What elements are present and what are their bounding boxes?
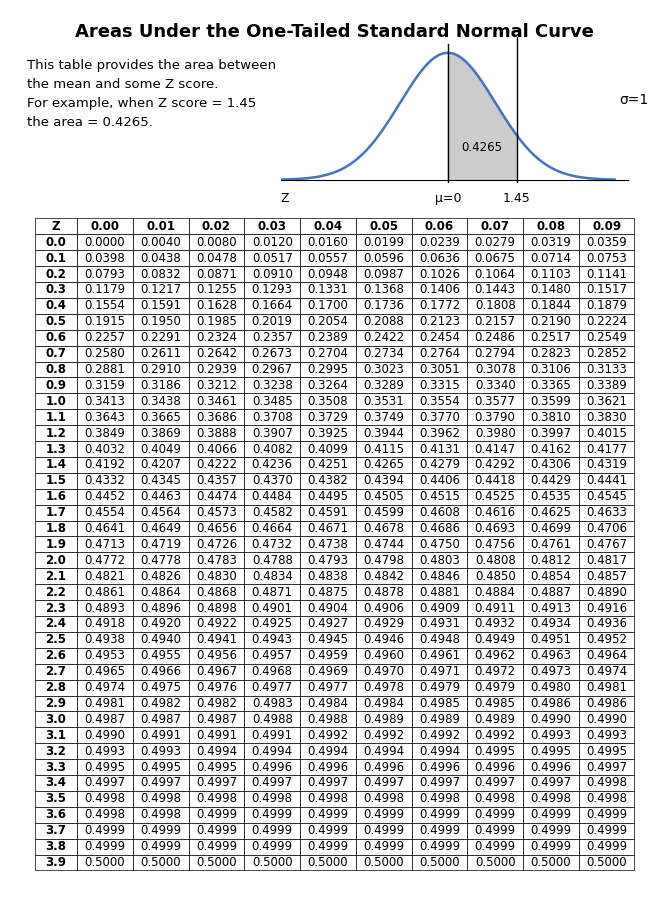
Text: This table provides the area between
the mean and some Z score.
For example, whe: This table provides the area between the… — [27, 59, 276, 130]
Text: Areas Under the One-Tailed Standard Normal Curve: Areas Under the One-Tailed Standard Norm… — [75, 23, 594, 41]
Text: μ=0: μ=0 — [435, 192, 461, 205]
Text: σ=1: σ=1 — [619, 93, 648, 107]
Text: 0.4265: 0.4265 — [462, 141, 502, 155]
Text: 1.45: 1.45 — [503, 192, 531, 205]
Text: Z: Z — [281, 192, 290, 205]
